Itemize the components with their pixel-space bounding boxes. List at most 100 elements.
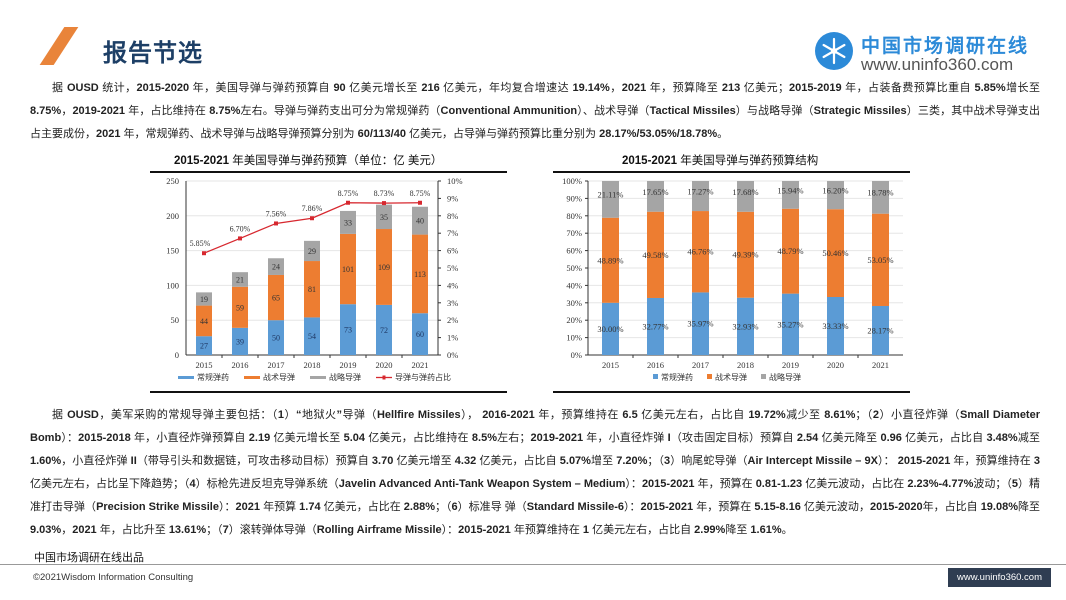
share-line-label: 5.85% [190, 239, 211, 248]
y2-tick-label: 1% [447, 333, 458, 343]
bar-segment [647, 181, 664, 212]
bar-segment [692, 211, 709, 293]
bar-segment [268, 274, 284, 321]
share-line-marker [238, 236, 242, 241]
bar-value-label: 60 [416, 330, 424, 339]
y-tick-label: 0% [571, 350, 582, 360]
y2-tick-label: 3% [447, 298, 458, 308]
legend-line-marker [382, 375, 386, 380]
bar-value-label: 48.89% [597, 255, 623, 265]
bar-segment [782, 293, 799, 355]
x-tick-label: 2021 [412, 360, 429, 370]
bar-value-label: 48.79% [777, 246, 803, 256]
bar-segment [232, 272, 248, 287]
bar-value-label: 24 [272, 263, 280, 272]
y-tick-label: 100 [166, 280, 179, 290]
x-tick-label: 2017 [268, 360, 285, 370]
bar-value-label: 29 [308, 247, 316, 256]
share-line-label: 8.75% [410, 189, 431, 198]
bar-segment [268, 258, 284, 275]
share-line-label: 7.56% [266, 209, 287, 218]
bar-value-label: 17.68% [732, 187, 758, 197]
bar-segment [268, 320, 284, 355]
bar-segment [692, 181, 709, 212]
bar-value-label: 35 [380, 213, 388, 222]
legend-swatch [244, 376, 260, 379]
header-accent-slash [39, 27, 79, 65]
bar-segment [304, 240, 320, 262]
bar-value-label: 49.39% [732, 250, 758, 260]
bar-value-label: 59 [236, 303, 244, 312]
bar-segment [232, 327, 248, 355]
x-tick-label: 2017 [692, 360, 709, 370]
bar-value-label: 49.58% [642, 250, 668, 260]
y2-tick-label: 2% [447, 315, 458, 325]
y2-tick-label: 6% [447, 246, 458, 256]
legend-label: 战术导弹 [263, 372, 295, 382]
logo-text-cn: 中国市场调研在线 [861, 36, 1030, 57]
logo-url: www.uninfo360.com [861, 55, 1014, 74]
y-tick-label: 60% [566, 246, 582, 256]
x-tick-label: 2020 [827, 360, 844, 370]
bar-value-label: 65 [272, 294, 280, 303]
bar-segment [304, 317, 320, 355]
bar-value-label: 33.33% [822, 321, 848, 331]
x-tick-label: 2021 [872, 360, 889, 370]
bar-segment [232, 286, 248, 328]
x-tick-label: 2016 [232, 360, 249, 370]
bar-value-label: 101 [342, 265, 354, 274]
bar-value-label: 19 [200, 295, 208, 304]
bar-segment [827, 297, 844, 355]
legend-label: 常规弹药 [197, 372, 229, 382]
share-line-label: 8.73% [374, 189, 395, 198]
bar-segment [872, 213, 889, 306]
bar-segment [782, 181, 799, 209]
bar-segment [376, 204, 392, 230]
bar-segment [737, 211, 754, 298]
y-tick-label: 80% [566, 211, 582, 221]
bar-segment [196, 292, 212, 306]
bar-value-label: 16.20% [822, 186, 848, 196]
bar-value-label: 30.00% [597, 324, 623, 334]
brand-logo[interactable]: 中国市场调研在线 www.uninfo360.com [815, 30, 1055, 75]
bar-value-label: 72 [380, 326, 388, 335]
budget-structure-percent-chart: 0% 10% 20% 30% 40% 50% 60% 70% 80% 90% 100% 30.00% 4… [562, 176, 903, 382]
chart-2-title: 2015-2021 年美国导弹与弹药预算结构 [622, 152, 818, 168]
share-line-label: 7.86% [302, 204, 323, 213]
x-tick-label: 2018 [304, 360, 321, 370]
bar-value-label: 35.97% [687, 319, 713, 329]
y2-tick-label: 9% [447, 193, 458, 203]
bar-segment [196, 305, 212, 337]
bar-segment [304, 261, 320, 318]
x-tick-label: 2020 [376, 360, 393, 370]
chart-1-bottom-rule [150, 391, 507, 393]
chart-1-title-years: 2015-2021 [174, 155, 229, 167]
bar-value-label: 21 [236, 275, 244, 284]
share-line-marker [310, 216, 314, 221]
bar-segment [412, 313, 428, 355]
bar-value-label: 53.05% [867, 255, 893, 265]
bar-value-label: 17.27% [687, 187, 713, 197]
chart-1-title-text: 年美国导弹与弹药预算（单位：亿 美元） [229, 155, 443, 167]
bar-segment [827, 209, 844, 298]
bar-segment [602, 302, 619, 355]
bar-value-label: 17.65% [642, 187, 668, 197]
legend-label: 战略导弹 [329, 372, 361, 382]
bar-value-label: 113 [414, 270, 426, 279]
bar-value-label: 46.76% [687, 247, 713, 257]
footer-brand: 中国市场调研在线出品 [34, 552, 144, 564]
website-link[interactable]: www.uninfo360.com [948, 568, 1051, 587]
y-tick-label: 20% [566, 315, 582, 325]
bar-value-label: 15.94% [777, 185, 803, 195]
share-line-label: 8.75% [338, 189, 359, 198]
x-tick-label: 2019 [340, 360, 357, 370]
bar-segment [376, 304, 392, 355]
bar-value-label: 18.78% [867, 188, 893, 198]
bar-segment [412, 234, 428, 314]
y2-tick-label: 10% [447, 176, 463, 186]
bar-value-label: 73 [344, 326, 352, 335]
bar-value-label: 81 [308, 285, 316, 294]
bar-value-label: 33 [344, 218, 352, 227]
y-tick-label: 50% [566, 263, 582, 273]
x-tick-label: 2019 [782, 360, 799, 370]
